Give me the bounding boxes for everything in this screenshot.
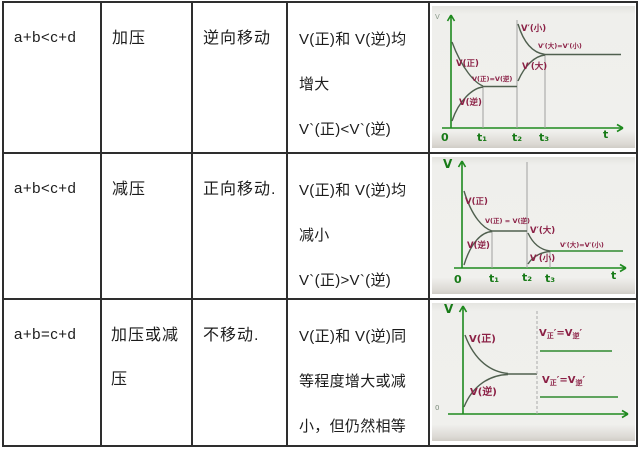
graph-background — [432, 157, 635, 294]
label-part: 逆 — [575, 379, 583, 387]
effect-line: 小，但仍然相等 — [299, 418, 407, 435]
label-part: ′ — [579, 328, 583, 339]
condition-cell-1: a+b<c+d — [4, 3, 102, 154]
curve-label-reverse: V(逆) — [470, 387, 497, 398]
condition-text: a+b<c+d — [14, 180, 77, 197]
curve-label-after-bottom: V′(大) — [522, 62, 548, 72]
rate-curves — [451, 23, 621, 122]
rate-time-graph-2: V V(正) V(逆) V(正) = V(逆) V′(大) V′(小) V′(大… — [430, 154, 636, 300]
action-text: 加压 — [112, 30, 147, 47]
x-tick-0: 0 — [454, 273, 462, 286]
action-text: 减压 — [112, 181, 147, 198]
graph-background — [432, 303, 635, 441]
condition-text: a+b=c+d — [14, 326, 77, 343]
y-axis-label: V — [444, 302, 454, 316]
equal-rate-label-top: V正′=V逆′ — [539, 329, 582, 340]
shift-cell-3: 不移动. — [193, 300, 288, 445]
label-part: ′=V — [553, 328, 573, 339]
action-text: 加压或减压 — [111, 327, 180, 388]
forward-rate-curve — [463, 190, 493, 232]
reverse-rate-curve — [463, 230, 493, 266]
x-tick-t1: t₁ — [489, 272, 500, 285]
effect-line: V(正)和 V(逆)均 — [299, 182, 407, 199]
reverse-rate-curve — [451, 86, 484, 122]
label-part: V — [542, 375, 550, 386]
after-change-bottom-curve — [527, 250, 551, 265]
rate-time-graph-3: V 0 V(正) V(逆) V正′=V逆′ V正′=V逆′ — [430, 300, 636, 445]
axes — [454, 160, 627, 273]
curve-label-forward: V(正) — [456, 59, 479, 69]
shift-cell-2: 正向移动. — [193, 154, 288, 300]
curve-label-forward: V(正) — [469, 334, 496, 345]
curve-label-reverse: V(逆) — [467, 241, 490, 251]
effect-line: V`(正)<V`(逆) — [299, 121, 392, 138]
condition-cell-2: a+b<c+d — [4, 154, 102, 300]
curve-label-forward: V(正) — [465, 197, 488, 207]
equal-rate-label-bottom: V正′=V逆′ — [542, 376, 585, 387]
rate-time-plot-1 — [442, 14, 624, 133]
y-axis-label: V — [435, 13, 440, 21]
shift-text: 逆向移动 — [203, 30, 272, 47]
effect-line: V(正)和 V(逆)同 — [299, 328, 407, 345]
x-axis-label: t — [611, 269, 617, 282]
origin-label: 0 — [435, 404, 440, 412]
forward-rate-curve — [451, 41, 484, 87]
effect-line: V(正)和 V(逆)均 — [299, 31, 407, 48]
shift-cell-1: 逆向移动 — [193, 3, 288, 154]
effect-line: 等程度增大或减 — [299, 373, 407, 390]
rate-time-plot-2 — [454, 160, 627, 273]
rate-time-graph-1: V V(正) V(逆) V(正)=V(逆) V′(小) V′(大) V′(大)=… — [430, 3, 636, 154]
action-cell-2: 减压 — [102, 154, 193, 300]
y-axis-label: V — [443, 157, 453, 171]
rate-curves — [463, 190, 551, 266]
time-gridlines — [491, 162, 551, 268]
equilibrium-table: a+b<c+d 加压 逆向移动 V(正)和 V(逆)均 增大 V`(正)<V`(… — [2, 1, 638, 447]
x-tick-t2: t₂ — [522, 271, 533, 284]
axes — [448, 305, 629, 419]
forward-rate-curve — [464, 334, 509, 375]
curve-label-after-top: V′(小) — [521, 24, 547, 34]
axes — [442, 14, 624, 133]
effect-line: 减小 — [299, 227, 330, 244]
equality-label-2: V′(大)=V′(小) — [560, 241, 604, 249]
curve-label-after-bottom: V′(小) — [530, 254, 556, 264]
equality-label-1: V(正) = V(逆) — [485, 217, 530, 225]
shift-text: 不移动. — [203, 327, 260, 344]
after-change-bottom-curve — [517, 54, 546, 82]
x-tick-0: 0 — [441, 131, 449, 144]
curve-label-after-top: V′(大) — [530, 226, 556, 236]
after-change-top-curve — [527, 232, 551, 252]
label-part: ′ — [582, 375, 586, 386]
rate-time-plot-3 — [448, 305, 629, 419]
x-tick-t3: t₃ — [539, 131, 550, 144]
label-part: 正 — [549, 379, 557, 387]
effect-cell-2: V(正)和 V(逆)均 减小 V`(正)>V`(逆) — [288, 154, 430, 300]
effect-line: 增大 — [299, 76, 330, 93]
rate-curves — [463, 334, 537, 408]
equality-label-1: V(正)=V(逆) — [472, 75, 513, 83]
label-part: 逆 — [572, 332, 580, 340]
after-change-top-curve — [517, 23, 546, 56]
label-part: 正 — [546, 332, 554, 340]
shift-text: 正向移动. — [203, 181, 277, 198]
label-part: V — [539, 328, 547, 339]
action-cell-3: 加压或减压 — [102, 300, 193, 445]
graph-background — [432, 6, 635, 148]
x-axis-label: t — [603, 128, 609, 141]
x-tick-t2: t₂ — [512, 131, 523, 144]
curve-label-reverse: V(逆) — [459, 98, 482, 108]
label-part: ′=V — [556, 375, 576, 386]
effect-cell-3: V(正)和 V(逆)同 等程度增大或减 小，但仍然相等 — [288, 300, 430, 445]
effect-cell-1: V(正)和 V(逆)均 增大 V`(正)<V`(逆) — [288, 3, 430, 154]
x-tick-t3: t₃ — [545, 272, 556, 285]
time-gridlines — [482, 20, 546, 128]
x-tick-t1: t₁ — [477, 131, 488, 144]
action-cell-1: 加压 — [102, 3, 193, 154]
effect-line: V`(正)>V`(逆) — [299, 272, 392, 289]
condition-text: a+b<c+d — [14, 29, 77, 46]
condition-cell-3: a+b=c+d — [4, 300, 102, 445]
reverse-rate-curve — [463, 373, 509, 408]
equality-label-2: V′(大)=V′(小) — [538, 42, 582, 50]
new-equal-rate-lines — [540, 350, 618, 398]
